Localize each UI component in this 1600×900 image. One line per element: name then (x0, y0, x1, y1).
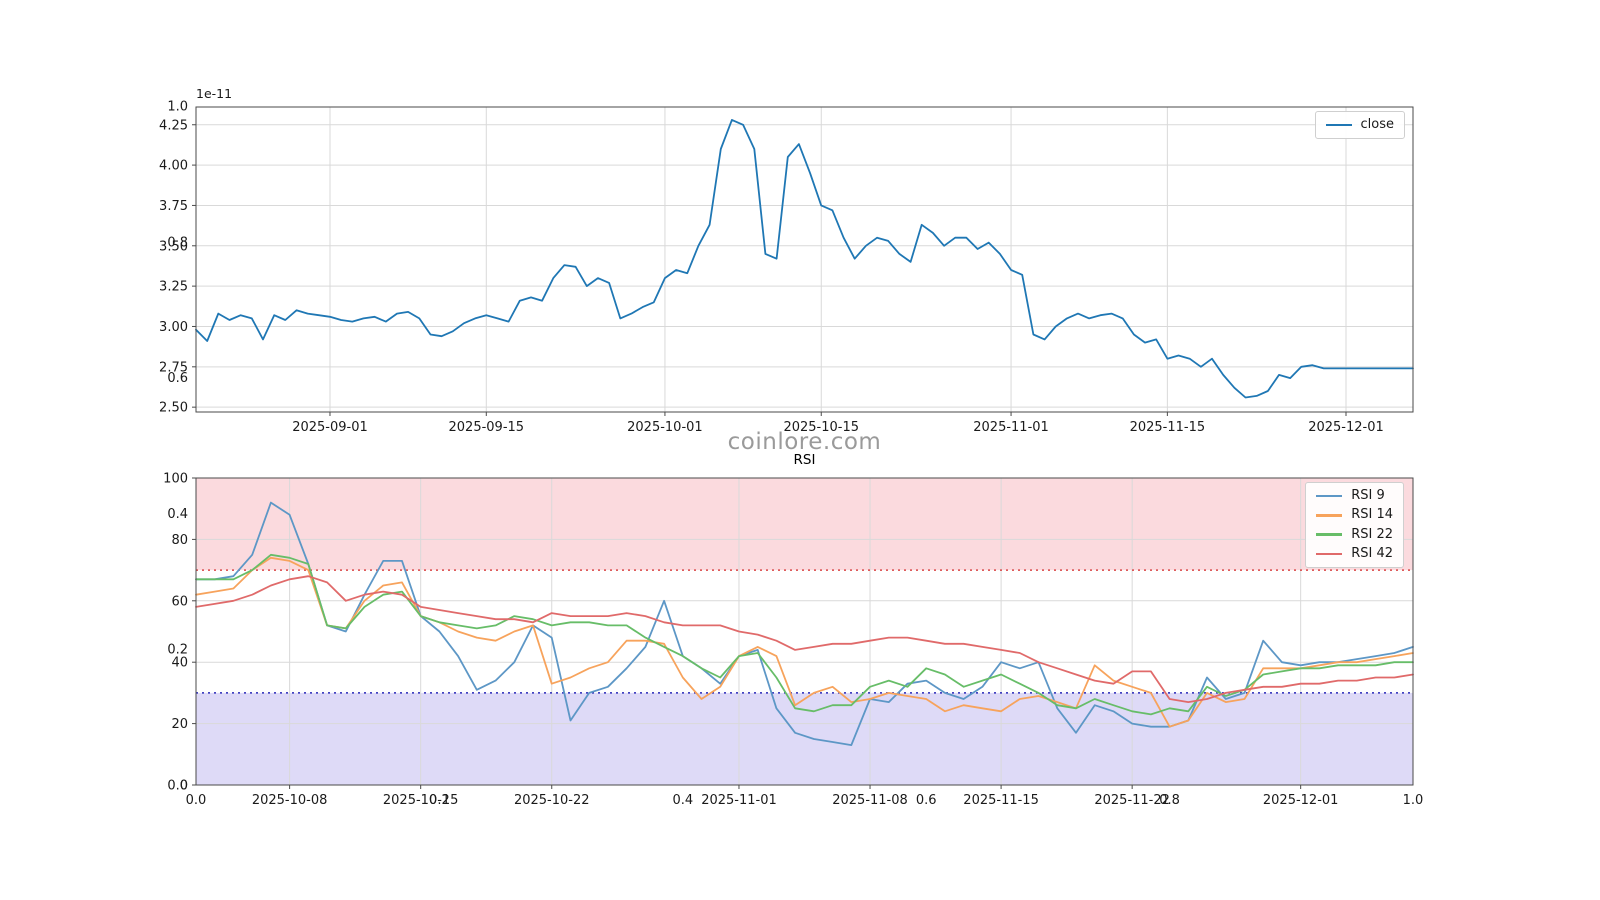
overlay-x-tick-label: 0.6 (916, 793, 937, 808)
legend-item-rsi-9: RSI 9 (1316, 488, 1393, 503)
series-rsi-22 (195, 553, 1414, 716)
rsi-9-line-swatch (1316, 494, 1343, 498)
y-tick-label: 2.75 (159, 360, 188, 375)
legend-label-rsi-9: RSI 9 (1351, 488, 1385, 503)
rsi-14-line-swatch (1316, 514, 1343, 517)
overlay-y-tick-label: 0.0 (167, 779, 188, 794)
y-tick-label: 3.25 (159, 280, 188, 295)
close-line-swatch (1325, 123, 1352, 127)
legend-label-rsi-22: RSI 22 (1351, 526, 1393, 542)
y-tick-label: 100 (163, 472, 188, 487)
legend-item-rsi-22: RSI 22 (1316, 526, 1393, 542)
y-tick-label: 3.50 (159, 239, 188, 254)
x-tick-label: 2025-10-08 (252, 793, 328, 808)
x-tick-label: 2025-11-01 (701, 793, 777, 808)
rsi-42-line-swatch (1316, 552, 1343, 556)
rsi-legend: RSI 9 RSI 14 RSI 22 RSI 42 (1305, 482, 1404, 569)
x-tick-label: 2025-10-22 (514, 793, 590, 808)
oversold-band (196, 692, 1413, 785)
overlay-x-tick-label: 0.4 (672, 793, 693, 808)
y-tick-label: 4.25 (159, 118, 188, 133)
series-rsi-9 (195, 501, 1414, 746)
overlay-y-tick-label: 0.4 (167, 507, 188, 522)
y-axis-offset-label: 1e-11 (196, 86, 233, 101)
x-tick-label: 2025-09-15 (449, 420, 525, 435)
overlay-y-tick-label: 0.6 (167, 371, 188, 386)
x-tick-label: 2025-10-15 (783, 420, 859, 435)
y-tick-label: 4.00 (159, 159, 188, 174)
y-tick-label: 3.00 (159, 320, 188, 335)
axes-frame (195, 477, 1414, 786)
axes-frame (195, 106, 1414, 413)
x-tick-label: 2025-11-01 (973, 420, 1049, 435)
overlay-x-tick-label: 0.0 (186, 793, 207, 808)
legend-item-close: close (1325, 117, 1394, 132)
x-tick-label: 2025-10-15 (383, 793, 459, 808)
rsi-22-line-swatch (1316, 533, 1343, 536)
y-tick-label: 80 (171, 533, 188, 548)
x-tick-label: 2025-11-15 (1130, 420, 1206, 435)
watermark: coinlore.com (727, 429, 882, 455)
x-tick-label: 2025-12-01 (1263, 793, 1339, 808)
legend-item-rsi-14: RSI 14 (1316, 507, 1393, 523)
series-rsi-42 (195, 575, 1414, 703)
overlay-y-tick-label: 0.8 (167, 235, 188, 250)
overlay-x-tick-label: 0.2 (429, 793, 450, 808)
x-tick-label: 2025-09-01 (292, 420, 368, 435)
overlay-y-tick-label: 1.0 (167, 100, 188, 115)
y-tick-label: 40 (171, 656, 188, 671)
y-tick-label: 60 (171, 594, 188, 609)
x-tick-label: 2025-11-08 (832, 793, 908, 808)
overlay-x-tick-label: 1.0 (1403, 793, 1424, 808)
series-close (195, 119, 1414, 399)
legend-label-rsi-14: RSI 14 (1351, 507, 1393, 523)
y-tick-label: 20 (171, 717, 188, 732)
y-tick-label: 2.50 (159, 401, 188, 416)
overbought-band (196, 478, 1413, 571)
price-legend: close (1314, 111, 1405, 140)
rsi-chart-title: RSI (793, 452, 816, 468)
overlay-x-tick-label: 0.8 (1159, 793, 1180, 808)
x-tick-label: 2025-10-01 (627, 420, 703, 435)
series-rsi-14 (195, 556, 1414, 728)
x-tick-label: 2025-11-22 (1094, 793, 1170, 808)
y-tick-label: 0 (180, 779, 188, 794)
legend-item-rsi-42: RSI 42 (1316, 545, 1393, 561)
x-tick-label: 2025-12-01 (1308, 420, 1384, 435)
legend-label-close: close (1360, 117, 1394, 132)
y-tick-label: 3.75 (159, 199, 188, 214)
x-tick-label: 2025-11-15 (963, 793, 1039, 808)
overlay-y-tick-label: 0.2 (167, 643, 188, 658)
legend-label-rsi-42: RSI 42 (1351, 545, 1393, 561)
